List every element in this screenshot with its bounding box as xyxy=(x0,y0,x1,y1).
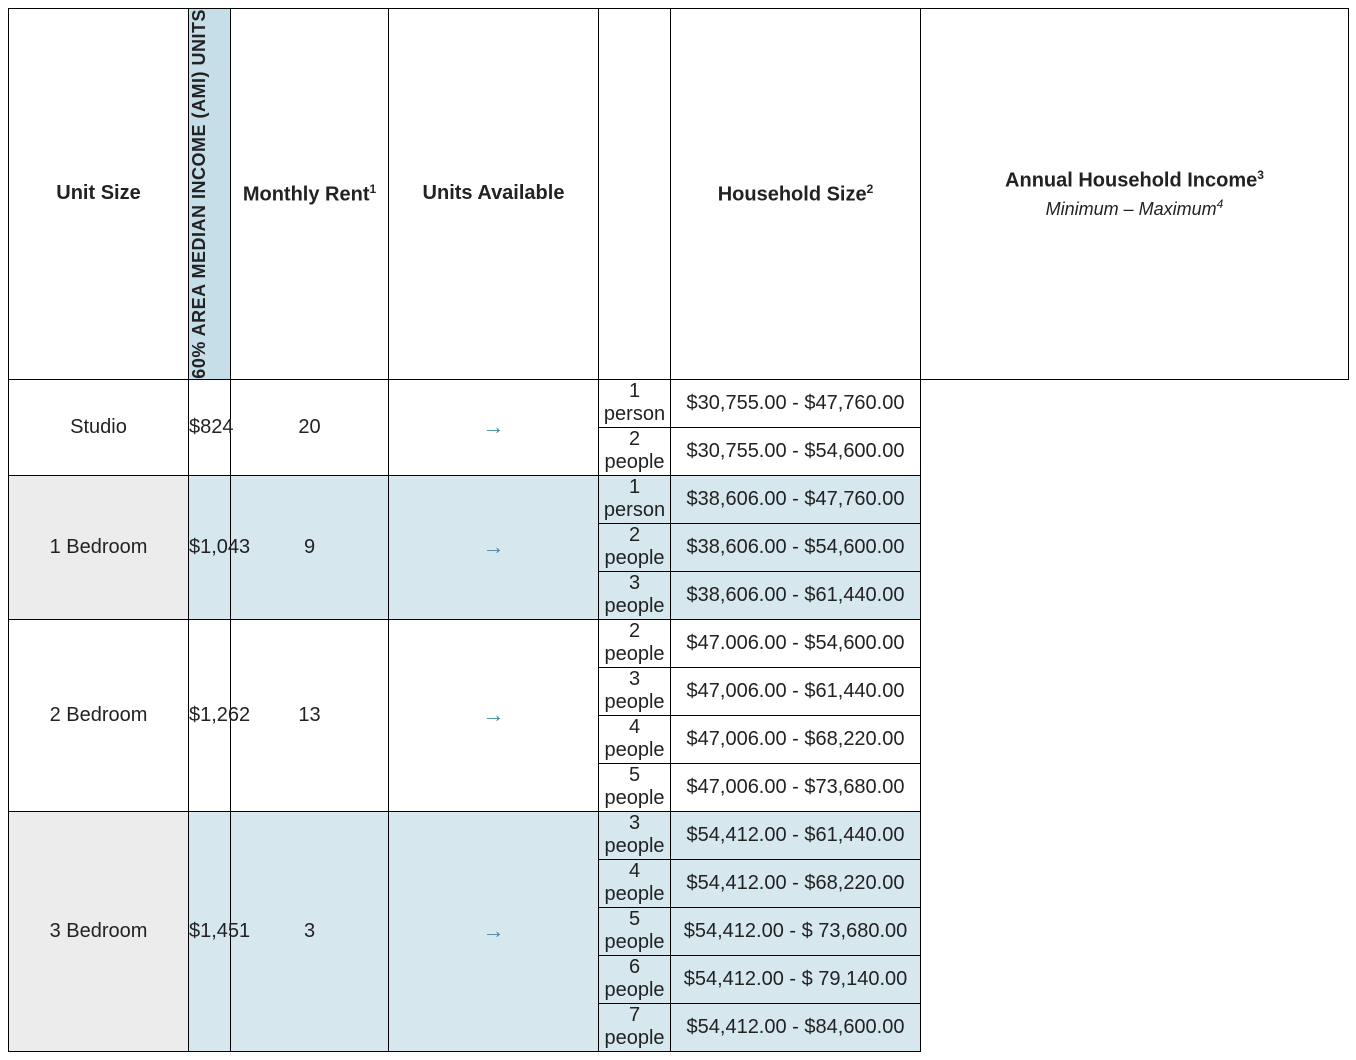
household-size-cell: 3 people xyxy=(599,811,671,859)
annual-income-cell: $54,412.00 - $68,220.00 xyxy=(671,859,921,907)
household-size-cell: 7 people xyxy=(599,1003,671,1051)
household-size-cell: 2 people xyxy=(599,619,671,667)
monthly-rent-cell: $824 xyxy=(189,379,231,475)
ami-label-cell: 60% AREA MEDIAN INCOME (AMI) UNITS xyxy=(189,9,231,380)
units-available-cell: 9 xyxy=(231,475,389,619)
monthly-rent-cell: $1,262 xyxy=(189,619,231,811)
header-row: Unit Size 60% AREA MEDIAN INCOME (AMI) U… xyxy=(9,9,1349,380)
arrow-right-icon: → xyxy=(483,702,505,727)
table-row: 2 Bedroom$1,26213→2 people$47.006.00 - $… xyxy=(9,619,1349,667)
annual-income-cell: $38,606.00 - $54,600.00 xyxy=(671,523,921,571)
annual-income-cell: $30,755.00 - $47,760.00 xyxy=(671,379,921,427)
annual-income-cell: $47,006.00 - $68,220.00 xyxy=(671,715,921,763)
ami-units-table: Unit Size 60% AREA MEDIAN INCOME (AMI) U… xyxy=(8,8,1349,1052)
units-available-cell: 13 xyxy=(231,619,389,811)
arrow-right-icon: → xyxy=(483,414,505,439)
household-size-cell: 3 people xyxy=(599,571,671,619)
household-size-cell: 4 people xyxy=(599,859,671,907)
arrow-cell: → xyxy=(389,619,599,811)
table-row: Studio$82420→1 person$30,755.00 - $47,76… xyxy=(9,379,1349,427)
household-size-cell: 1 person xyxy=(599,475,671,523)
annual-income-cell: $47,006.00 - $61,440.00 xyxy=(671,667,921,715)
table-row: 3 Bedroom$1,4513→3 people$54,412.00 - $6… xyxy=(9,811,1349,859)
monthly-rent-cell: $1,451 xyxy=(189,811,231,1051)
household-size-cell: 1 person xyxy=(599,379,671,427)
header-household-size: Household Size2 xyxy=(671,9,921,380)
monthly-rent-cell: $1,043 xyxy=(189,475,231,619)
arrow-right-icon: → xyxy=(483,918,505,943)
annual-income-cell: $54,412.00 - $ 79,140.00 xyxy=(671,955,921,1003)
household-size-cell: 5 people xyxy=(599,763,671,811)
annual-income-cell: $47,006.00 - $73,680.00 xyxy=(671,763,921,811)
table-row: 1 Bedroom$1,0439→1 person$38,606.00 - $4… xyxy=(9,475,1349,523)
annual-income-cell: $30,755.00 - $54,600.00 xyxy=(671,427,921,475)
header-arrow-blank xyxy=(599,9,671,380)
header-units-available: Units Available xyxy=(389,9,599,380)
annual-income-cell: $54,412.00 - $61,440.00 xyxy=(671,811,921,859)
annual-income-cell: $38,606.00 - $61,440.00 xyxy=(671,571,921,619)
unit-size-cell: 1 Bedroom xyxy=(9,475,189,619)
household-size-cell: 2 people xyxy=(599,427,671,475)
header-unit-size: Unit Size xyxy=(9,9,189,380)
table-body: Studio$82420 → 1 person$30,755.00 - $47,76… xyxy=(9,379,1349,1051)
header-monthly-rent: Monthly Rent1 xyxy=(231,9,389,380)
arrow-right-icon: → xyxy=(483,534,505,559)
household-size-cell: 3 people xyxy=(599,667,671,715)
household-size-cell: 6 people xyxy=(599,955,671,1003)
unit-size-cell: Studio xyxy=(9,379,189,475)
ami-label: 60% AREA MEDIAN INCOME (AMI) UNITS xyxy=(189,9,210,379)
unit-size-cell: 2 Bedroom xyxy=(9,619,189,811)
household-size-cell: 2 people xyxy=(599,523,671,571)
annual-income-cell: $47.006.00 - $54,600.00 xyxy=(671,619,921,667)
arrow-cell: → xyxy=(389,379,599,475)
units-available-cell: 3 xyxy=(231,811,389,1051)
header-annual-income: Annual Household Income3 Minimum – Maxim… xyxy=(921,9,1349,380)
unit-size-cell: 3 Bedroom xyxy=(9,811,189,1051)
annual-income-cell: $54,412.00 - $84,600.00 xyxy=(671,1003,921,1051)
annual-income-cell: $38,606.00 - $47,760.00 xyxy=(671,475,921,523)
units-available-cell: 20 xyxy=(231,379,389,475)
arrow-cell: → xyxy=(389,475,599,619)
annual-income-cell: $54,412.00 - $ 73,680.00 xyxy=(671,907,921,955)
household-size-cell: 4 people xyxy=(599,715,671,763)
arrow-cell: → xyxy=(389,811,599,1051)
household-size-cell: 5 people xyxy=(599,907,671,955)
